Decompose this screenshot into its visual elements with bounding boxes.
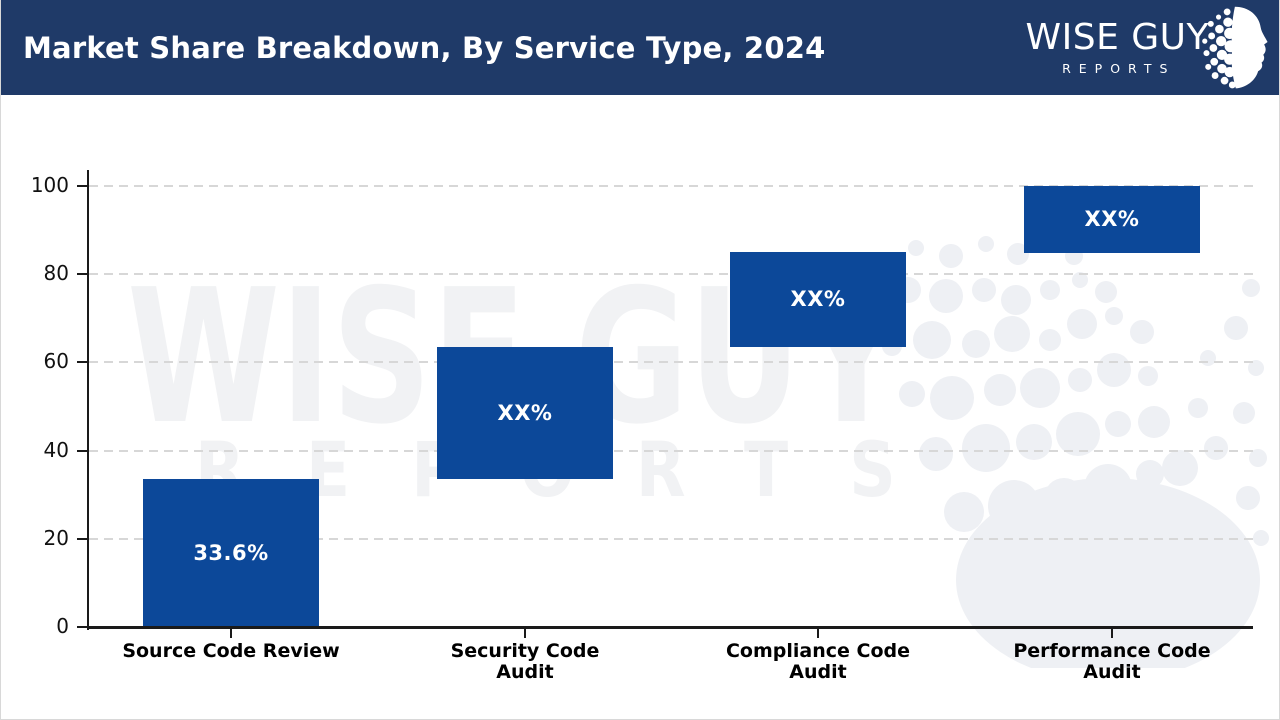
watermark-head-pattern <box>868 236 1269 668</box>
y-tick-label: 60 <box>43 349 69 374</box>
bar-value-label: 33.6% <box>193 540 269 565</box>
y-tick <box>77 449 87 452</box>
logo-wordmark: WISE GUY <box>1025 16 1209 58</box>
gridline <box>89 273 1253 276</box>
y-tick <box>77 626 87 628</box>
y-tick-label: 80 <box>43 261 69 286</box>
y-tick <box>77 273 87 276</box>
bar: XX% <box>730 252 906 347</box>
y-tick <box>77 537 87 540</box>
x-tick <box>524 629 526 638</box>
gridline <box>89 537 1253 540</box>
category-label-line: Audit <box>496 661 554 683</box>
bar-value-label: XX% <box>1084 207 1140 232</box>
bar-value-label: XX% <box>497 401 553 426</box>
category-label-line: Compliance Code <box>725 640 911 662</box>
y-tick-label: 20 <box>43 525 69 550</box>
y-axis-spine <box>87 170 89 630</box>
gridline <box>89 185 1253 187</box>
category-label: Security Code Audit <box>375 641 675 683</box>
header-bar: Market Share Breakdown, By Service Type,… <box>1 0 1279 95</box>
category-label-line: Audit <box>789 661 847 683</box>
category-label-line: Audit <box>1083 661 1141 683</box>
category-label-line: Source Code Review <box>122 640 340 662</box>
category-label: Performance Code Audit <box>962 641 1262 683</box>
wise-guy-logo: WISE GUY REPORTS <box>1013 4 1268 92</box>
bar: 33.6% <box>143 478 319 627</box>
bar-value-label: XX% <box>790 287 846 312</box>
logo-head-icon <box>1202 6 1268 88</box>
y-tick-label: 40 <box>43 437 69 462</box>
bar: XX% <box>437 347 613 479</box>
y-tick-label: 0 <box>56 614 69 638</box>
bar: XX% <box>1024 186 1200 253</box>
category-label-line: Performance Code <box>1013 640 1211 662</box>
x-tick <box>817 629 819 638</box>
y-tick <box>77 361 87 364</box>
logo-subtext: REPORTS <box>1062 60 1176 76</box>
y-tick-label: 100 <box>30 173 69 197</box>
category-label: Source Code Review <box>81 641 381 662</box>
category-label-line: Security Code <box>450 640 600 662</box>
category-label: Compliance Code Audit <box>668 641 968 683</box>
y-tick <box>77 185 87 187</box>
gridline <box>89 449 1253 452</box>
x-tick <box>230 629 232 638</box>
x-axis-spine <box>87 626 1253 629</box>
x-tick <box>1111 629 1113 638</box>
logo-text: WISE GUY REPORTS <box>1025 16 1210 76</box>
page-title: Market Share Breakdown, By Service Type,… <box>23 30 826 65</box>
gridline <box>89 361 1253 364</box>
